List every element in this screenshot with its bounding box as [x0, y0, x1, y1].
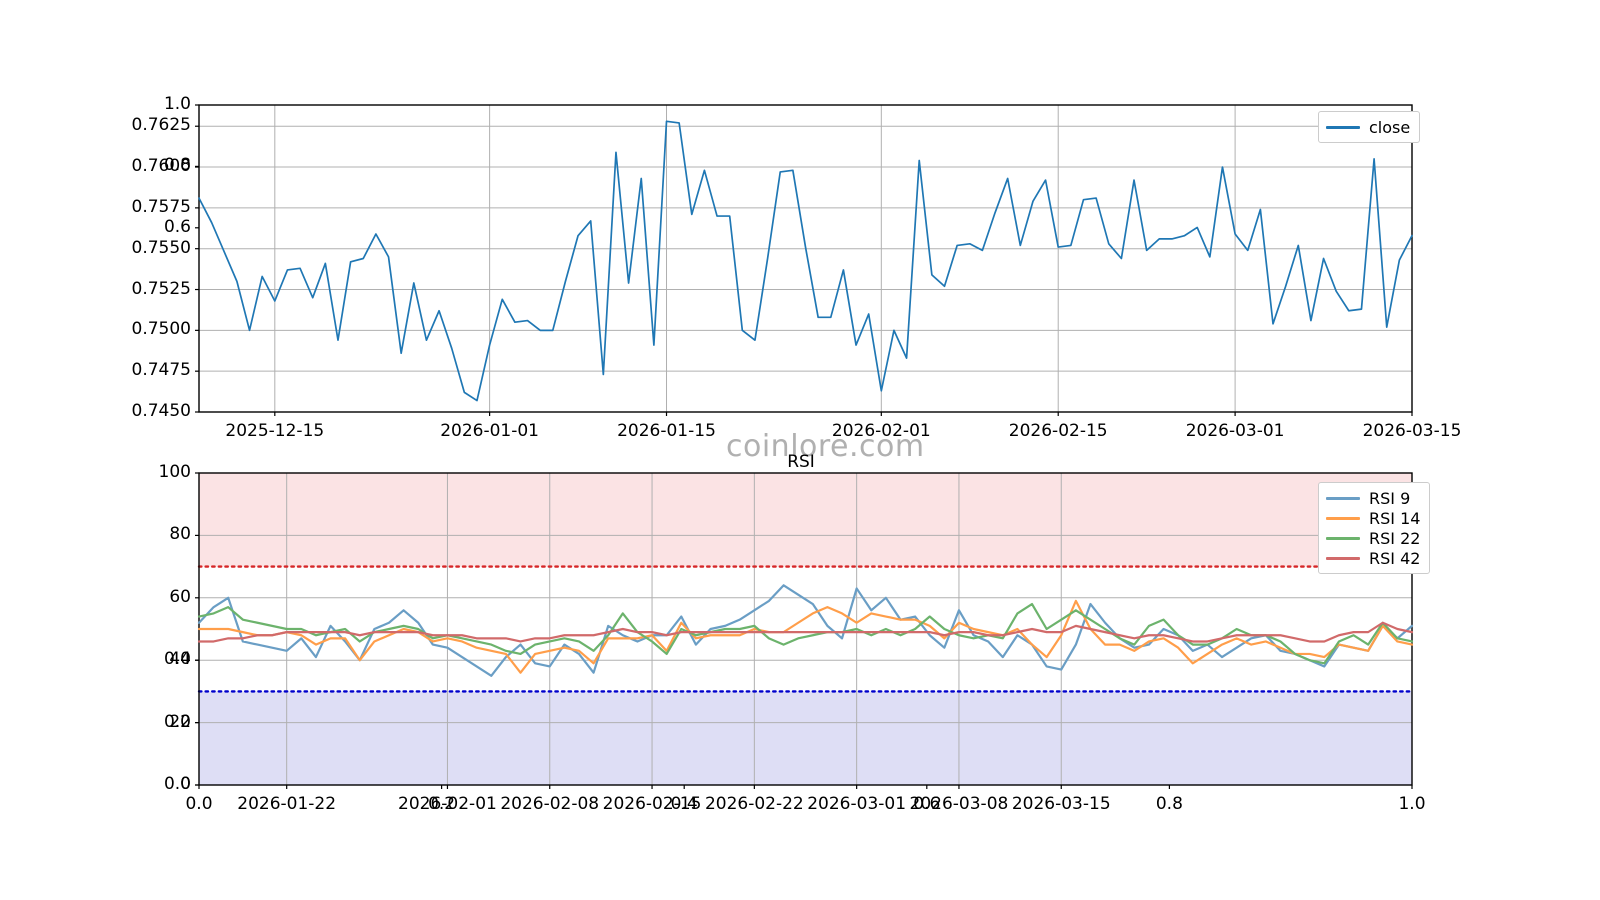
price-legend-label: close — [1369, 117, 1411, 137]
price-overlay-y-tick-label: 0.6 — [163, 216, 191, 237]
rsi-series-rsi-22 — [197, 602, 1414, 665]
rsi-legend-item[interactable]: RSI 9 — [1326, 488, 1420, 508]
price-y-tick-label: 0.7575 — [131, 196, 191, 217]
price-x-tick-label: 2026-01-01 — [440, 421, 539, 441]
rsi-legend-label: RSI 9 — [1369, 488, 1411, 508]
price-x-tick-label: 2026-03-15 — [1362, 421, 1462, 441]
watermark-coinlore: coinlore.com — [726, 429, 925, 464]
rsi-overlay-x-tick-label: 0.6 — [913, 794, 941, 814]
rsi-overlay-y-tick-label: 0.4 — [163, 649, 191, 670]
rsi-legend-item[interactable]: RSI 22 — [1326, 528, 1420, 548]
rsi-x-tick-label: 2026-03-15 — [1011, 794, 1111, 814]
legend-color-swatch-icon — [1326, 496, 1360, 500]
rsi-overlay-y-tick-label: 0.2 — [163, 711, 191, 732]
rsi-y-tick-label: 40 — [169, 649, 191, 670]
rsi-overlay-x-tick-label: 0.2 — [428, 794, 456, 814]
price-y-tick-label: 0.7525 — [131, 278, 191, 299]
rsi-y-tick-label: 100 — [158, 462, 191, 482]
rsi-legend-label: RSI 14 — [1369, 508, 1421, 528]
rsi-x-tick-label: 2026-02-15 — [602, 794, 702, 814]
price-x-tick-label: 2025-12-15 — [225, 421, 325, 441]
price-x-tick-label: 2026-02-15 — [1008, 421, 1108, 441]
rsi-legend-item[interactable]: RSI 14 — [1326, 508, 1420, 528]
rsi-overlay-x-tick-label: 1.0 — [1398, 794, 1426, 814]
rsi-legend-item[interactable]: RSI 42 — [1326, 548, 1420, 568]
legend-color-swatch-icon — [1326, 516, 1360, 520]
rsi-panel-title: RSI — [787, 452, 815, 472]
price-legend-item[interactable]: close — [1326, 117, 1410, 137]
legend-color-swatch-icon — [1326, 556, 1360, 560]
price-series-close — [198, 120, 1413, 402]
rsi-series-rsi-9 — [197, 584, 1414, 677]
rsi-x-tick-label: 2026-03-01 — [807, 794, 907, 814]
price-y-tick-label: 0.7450 — [131, 401, 191, 421]
rsi-series-rsi-42 — [197, 621, 1414, 643]
rsi-overlay-x-tick-label: 0.0 — [185, 794, 213, 814]
price-y-tick-label: 0.7550 — [131, 237, 191, 258]
price-y-tick-label: 0.7625 — [131, 115, 191, 136]
rsi-overlay-x-tick-label: 0.4 — [670, 794, 698, 814]
rsi-legend-label: RSI 22 — [1369, 528, 1421, 548]
legend-color-swatch-icon — [1326, 536, 1360, 540]
rsi-axes-frame — [198, 472, 1413, 786]
price-x-tick-label: 2026-03-01 — [1185, 421, 1285, 441]
rsi-x-tick-label: 2026-02-22 — [704, 794, 804, 814]
legend-color-swatch-icon — [1326, 125, 1360, 129]
rsi-band-oversold — [199, 691, 1412, 785]
price-x-tick-label: 2026-01-15 — [617, 421, 716, 441]
price-y-tick-label: 0.7500 — [131, 319, 191, 340]
rsi-y-tick-label: 20 — [169, 711, 191, 732]
rsi-y-tick-label: 80 — [169, 524, 191, 545]
rsi-band-overbought — [199, 473, 1412, 567]
rsi-series-rsi-14 — [197, 599, 1414, 674]
price-x-tick-label: 2026-02-01 — [831, 421, 931, 441]
price-legend[interactable]: close — [1318, 111, 1421, 143]
rsi-x-tick-label: 2026-02-08 — [500, 794, 600, 814]
rsi-x-tick-label: 2026-03-08 — [909, 794, 1009, 814]
price-y-tick-label: 0.7600 — [131, 156, 191, 177]
rsi-y-tick-label: 0 — [180, 774, 191, 794]
rsi-legend[interactable]: RSI 9 RSI 14 RSI 22 RSI 42 — [1318, 482, 1431, 574]
rsi-x-tick-label: 2026-01-22 — [237, 794, 337, 814]
price-axes-frame — [198, 104, 1413, 413]
price-overlay-y-tick-label: 0.8 — [163, 155, 191, 176]
price-y-tick-label: 0.7475 — [131, 360, 191, 381]
rsi-overlay-x-tick-label: 0.8 — [1155, 794, 1183, 814]
price-overlay-y-tick-label: 1.0 — [163, 94, 191, 114]
rsi-x-tick-label: 2026-02-01 — [398, 794, 497, 814]
rsi-y-tick-label: 60 — [169, 586, 191, 607]
rsi-overlay-y-tick-label: 0.0 — [163, 774, 191, 794]
rsi-legend-label: RSI 42 — [1369, 548, 1421, 568]
